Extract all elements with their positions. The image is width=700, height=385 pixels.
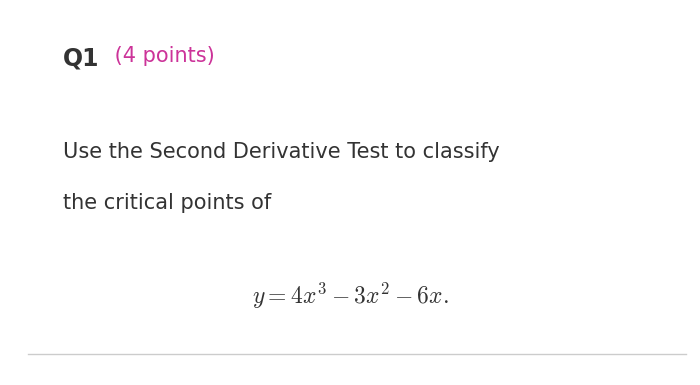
Text: $y = 4x^3 - 3x^2 - 6x.$: $y = 4x^3 - 3x^2 - 6x.$ (251, 281, 449, 311)
Text: Use the Second Derivative Test to classify: Use the Second Derivative Test to classi… (63, 142, 500, 162)
Text: the critical points of: the critical points of (63, 192, 272, 213)
Text: Q1: Q1 (63, 46, 99, 70)
Text: (4 points): (4 points) (108, 46, 216, 66)
